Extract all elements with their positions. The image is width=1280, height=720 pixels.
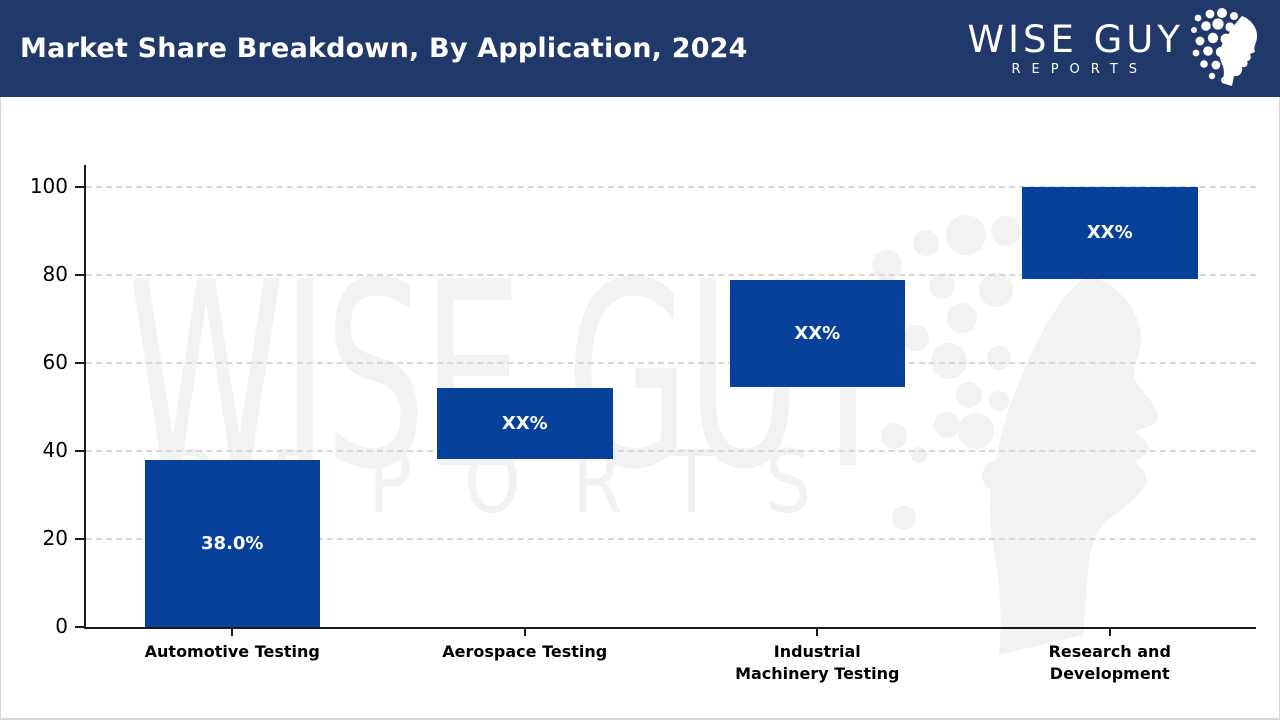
x-category-label: Aerospace Testing <box>442 642 608 661</box>
bar-segment: XX% <box>437 387 613 459</box>
logo-text: WISE GUY REPORTS <box>968 21 1184 76</box>
gridline <box>86 186 1256 188</box>
bar-segment: 38.0% <box>144 459 320 627</box>
y-tick-mark <box>75 362 84 364</box>
gridline <box>86 362 1256 364</box>
y-tick-label: 100 <box>29 174 68 198</box>
logo-brand-text: WISE GUY <box>967 18 1184 61</box>
x-tick-mark <box>231 629 234 636</box>
bar-segment: XX% <box>729 279 905 387</box>
y-tick-mark <box>75 186 84 188</box>
gridline <box>86 274 1256 276</box>
gridline <box>86 450 1256 452</box>
bar-value-label: XX% <box>1086 222 1133 244</box>
bar-value-label: XX% <box>794 322 841 344</box>
y-tick-mark <box>75 450 84 452</box>
watermark-face-icon <box>864 215 1158 655</box>
x-category-label: Research and Development <box>1048 642 1171 683</box>
wise-guy-logo: WISE GUY REPORTS <box>968 7 1260 90</box>
y-tick-mark <box>75 538 84 540</box>
y-tick-label: 20 <box>42 526 68 550</box>
bar-value-label: 38.0% <box>201 532 264 554</box>
y-axis-spine <box>84 165 86 629</box>
y-tick-mark <box>75 626 84 628</box>
gridline <box>86 538 1256 540</box>
y-tick-label: 0 <box>55 614 68 638</box>
page-title: Market Share Breakdown, By Application, … <box>20 33 748 64</box>
x-tick-mark <box>1108 629 1111 636</box>
x-tick-mark <box>523 629 526 636</box>
y-tick-label: 60 <box>42 350 68 374</box>
bar-value-label: XX% <box>501 412 548 434</box>
y-tick-label: 40 <box>42 438 68 462</box>
x-axis-spine <box>84 627 1256 629</box>
wise-guy-face-icon <box>1191 7 1258 86</box>
x-category-label: Automotive Testing <box>144 642 320 661</box>
header-bar: Market Share Breakdown, By Application, … <box>0 0 1280 97</box>
bar-segment: XX% <box>1022 187 1198 279</box>
x-tick-mark <box>816 629 819 636</box>
logo-brand-subtext: REPORTS <box>1011 62 1149 77</box>
chart-canvas: WISE GUY REPORTS 0 20 40 60 80 100 38.0% Automo… <box>0 97 1280 720</box>
x-category-label: Industrial Machinery Testing <box>735 642 900 683</box>
y-tick-label: 80 <box>42 262 68 286</box>
y-tick-mark <box>75 274 84 276</box>
